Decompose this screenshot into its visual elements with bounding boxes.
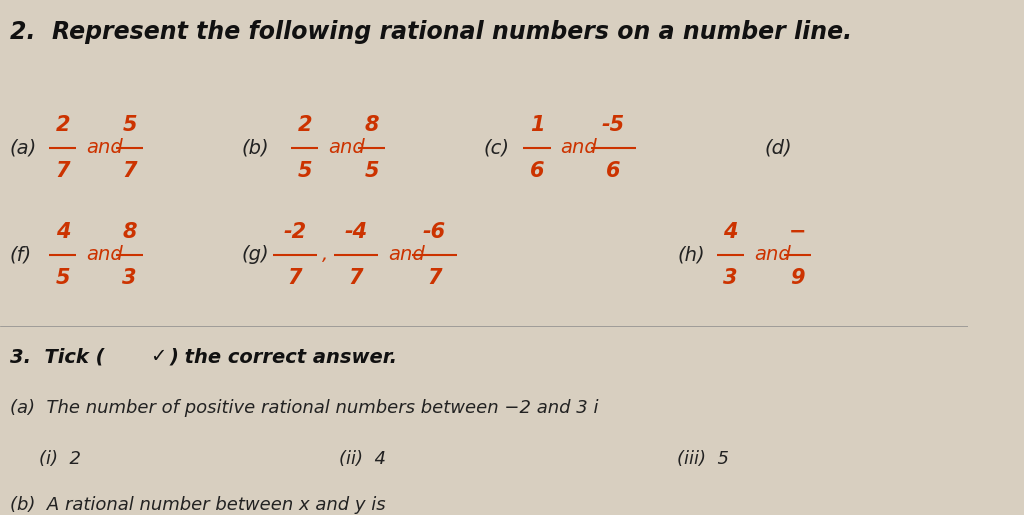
Text: 3.  Tick (: 3. Tick ( (9, 348, 104, 367)
Text: 1: 1 (529, 115, 544, 135)
Text: 7: 7 (123, 161, 137, 181)
Text: (c): (c) (483, 139, 510, 158)
Text: ) the correct answer.: ) the correct answer. (169, 348, 397, 367)
Text: 7: 7 (427, 268, 441, 288)
Text: -2: -2 (284, 222, 306, 242)
Text: ,: , (323, 246, 329, 265)
Text: −: − (788, 222, 806, 242)
Text: 7: 7 (288, 268, 302, 288)
Text: 5: 5 (55, 268, 70, 288)
Text: 6: 6 (606, 161, 621, 181)
Text: and: and (86, 139, 123, 158)
Text: (g): (g) (242, 246, 269, 265)
Text: and: and (328, 139, 365, 158)
Text: -5: -5 (602, 115, 625, 135)
Text: 7: 7 (349, 268, 364, 288)
Text: 4: 4 (55, 222, 70, 242)
Text: (b): (b) (242, 139, 269, 158)
Text: 2.  Represent the following rational numbers on a number line.: 2. Represent the following rational numb… (9, 21, 852, 44)
Text: and: and (388, 246, 425, 265)
Text: (b)  A rational number between x and y is: (b) A rational number between x and y is (9, 496, 385, 514)
Text: 5: 5 (365, 161, 379, 181)
Text: 8: 8 (123, 222, 137, 242)
Text: 7: 7 (55, 161, 70, 181)
Text: and: and (560, 139, 597, 158)
Text: and: and (754, 246, 791, 265)
Text: (h): (h) (677, 246, 705, 265)
Text: 2: 2 (55, 115, 70, 135)
Text: -4: -4 (344, 222, 368, 242)
Text: -6: -6 (423, 222, 446, 242)
Text: 8: 8 (365, 115, 379, 135)
Text: 6: 6 (529, 161, 544, 181)
Text: 5: 5 (123, 115, 137, 135)
Text: 3: 3 (723, 268, 737, 288)
Text: 4: 4 (723, 222, 737, 242)
Text: 2: 2 (298, 115, 312, 135)
Text: (ii)  4: (ii) 4 (339, 450, 386, 468)
Text: (i)  2: (i) 2 (39, 450, 81, 468)
Text: (a)  The number of positive rational numbers between −2 and 3 i: (a) The number of positive rational numb… (9, 399, 598, 417)
Text: (f): (f) (9, 246, 32, 265)
Text: and: and (86, 246, 123, 265)
Text: 3: 3 (123, 268, 137, 288)
Text: ✓: ✓ (150, 348, 166, 367)
Text: 9: 9 (790, 268, 805, 288)
Text: (d): (d) (764, 139, 792, 158)
Text: (iii)  5: (iii) 5 (677, 450, 729, 468)
Text: (a): (a) (9, 139, 37, 158)
Text: 5: 5 (298, 161, 312, 181)
